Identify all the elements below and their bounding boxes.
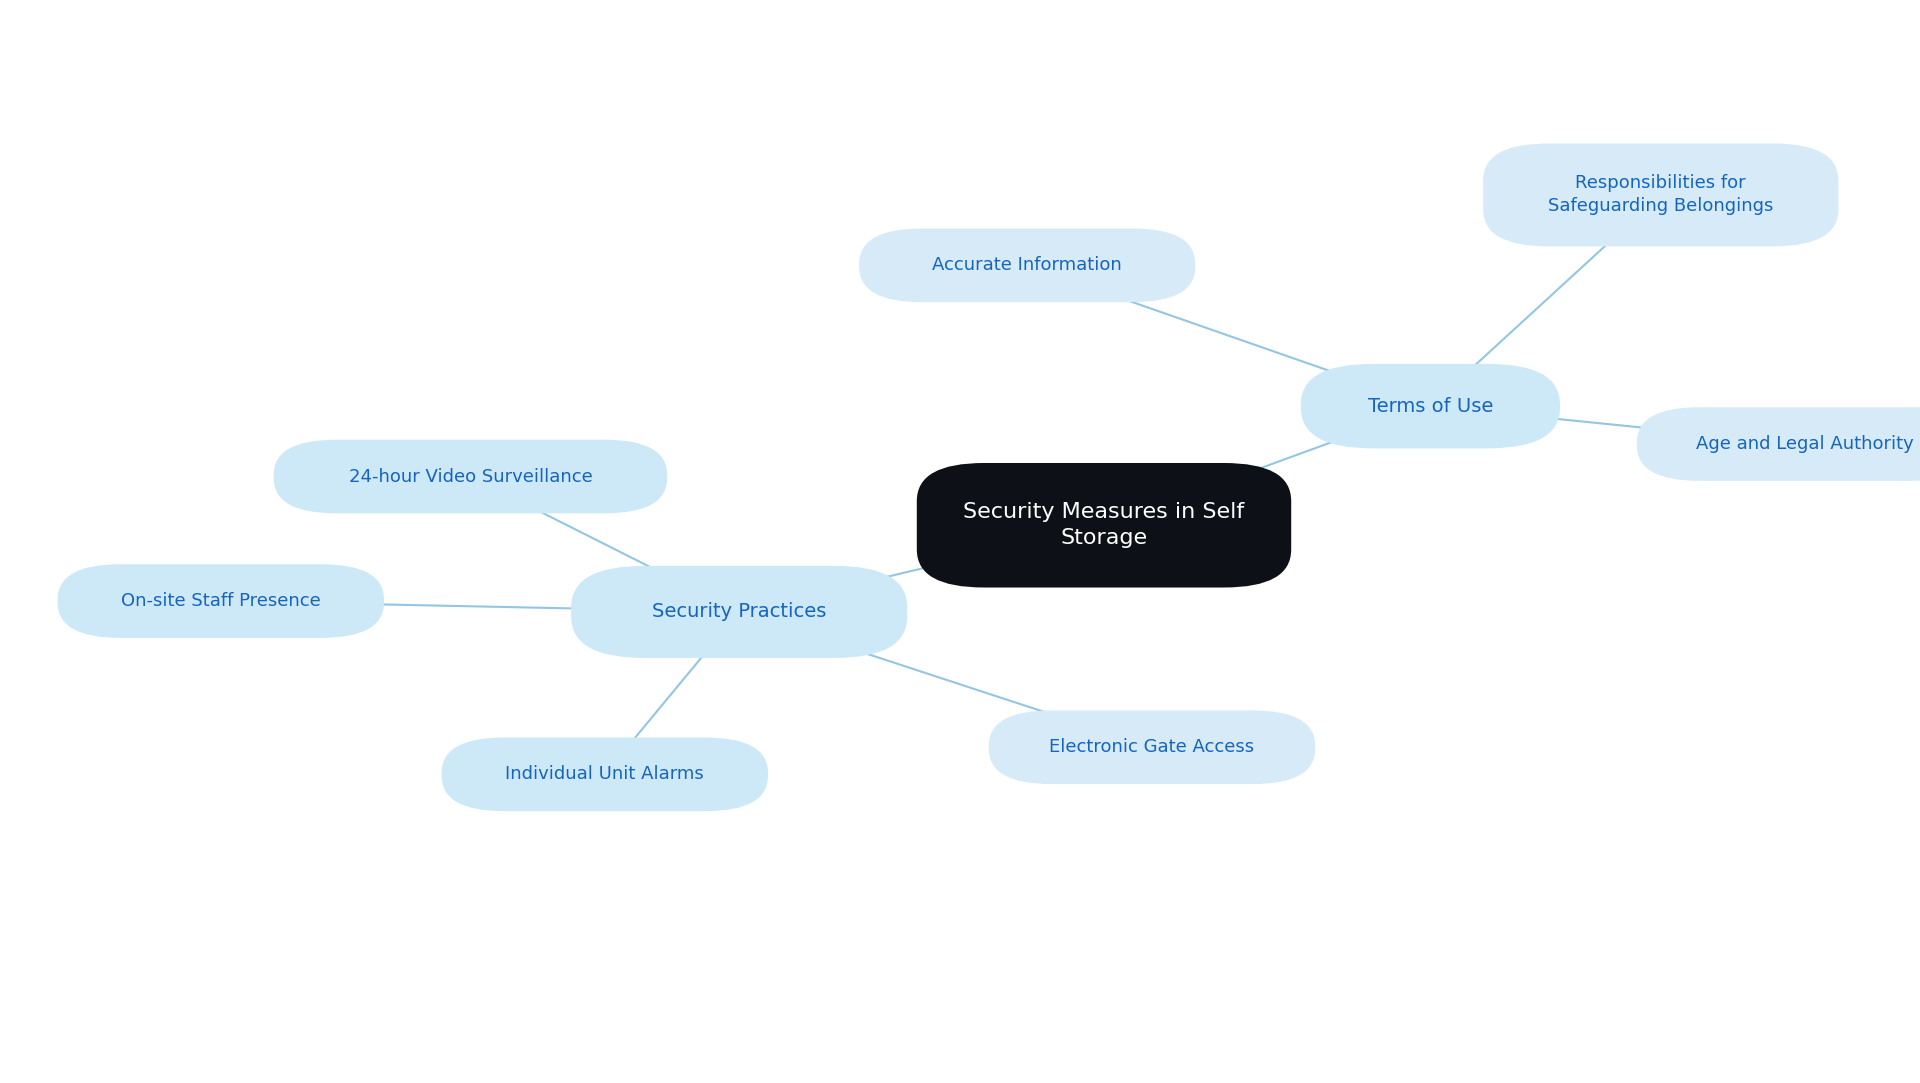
- Text: Individual Unit Alarms: Individual Unit Alarms: [505, 766, 705, 783]
- Text: Security Practices: Security Practices: [653, 602, 826, 622]
- FancyBboxPatch shape: [442, 738, 768, 811]
- FancyBboxPatch shape: [58, 564, 384, 638]
- Text: Security Measures in Self
Storage: Security Measures in Self Storage: [964, 503, 1244, 548]
- FancyBboxPatch shape: [916, 464, 1290, 587]
- Text: Electronic Gate Access: Electronic Gate Access: [1050, 739, 1254, 756]
- FancyBboxPatch shape: [989, 710, 1315, 784]
- FancyBboxPatch shape: [572, 565, 906, 657]
- Text: Terms of Use: Terms of Use: [1367, 396, 1494, 416]
- Text: 24-hour Video Surveillance: 24-hour Video Surveillance: [349, 468, 591, 485]
- FancyBboxPatch shape: [1636, 407, 1920, 481]
- FancyBboxPatch shape: [860, 229, 1194, 302]
- Text: Responsibilities for
Safeguarding Belongings: Responsibilities for Safeguarding Belong…: [1548, 174, 1774, 216]
- Text: On-site Staff Presence: On-site Staff Presence: [121, 592, 321, 610]
- FancyBboxPatch shape: [275, 440, 668, 513]
- FancyBboxPatch shape: [1302, 364, 1559, 448]
- Text: Accurate Information: Accurate Information: [933, 257, 1121, 274]
- FancyBboxPatch shape: [1482, 144, 1839, 247]
- Text: Age and Legal Authority: Age and Legal Authority: [1695, 435, 1914, 453]
